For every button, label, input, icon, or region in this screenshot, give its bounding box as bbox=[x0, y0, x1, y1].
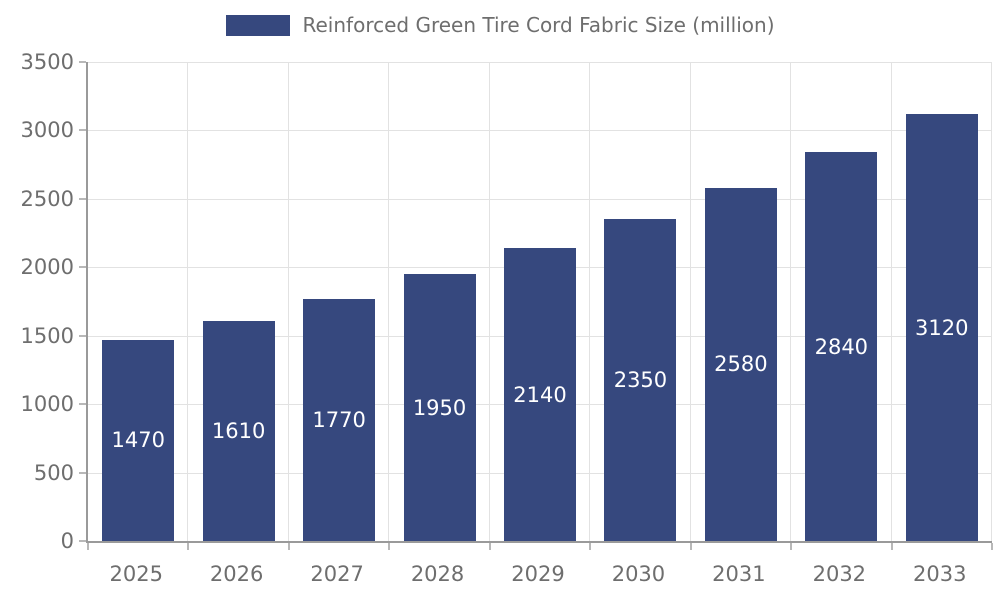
bar-2029[interactable]: 2140 bbox=[504, 248, 576, 541]
v-gridline bbox=[488, 62, 490, 541]
x-axis-tick-label: 2030 bbox=[611, 562, 666, 586]
v-gridline bbox=[790, 62, 792, 541]
plot-area: 1470 1610 1770 1950 2140 2350 2580 2840 3120 bbox=[79, 61, 993, 550]
x-tick-mark bbox=[287, 543, 290, 550]
y-axis-tick-label: 1000 bbox=[20, 392, 74, 417]
bar-value-label: 2140 bbox=[513, 382, 567, 407]
bar-value-label: 1770 bbox=[312, 407, 366, 432]
bar-2028[interactable]: 1950 bbox=[403, 274, 476, 541]
y-axis-tick-label: 3500 bbox=[20, 50, 74, 74]
bar-2025[interactable]: 1470 bbox=[102, 339, 175, 541]
v-gridline bbox=[589, 62, 591, 541]
v-gridline bbox=[890, 62, 892, 541]
y-tick-mark bbox=[79, 334, 86, 337]
v-gridline bbox=[187, 62, 189, 541]
h-gridline bbox=[88, 130, 992, 132]
bar-2032[interactable]: 2840 bbox=[805, 152, 878, 541]
x-tick-mark bbox=[790, 543, 793, 550]
x-axis-tick-label: 2028 bbox=[410, 562, 465, 586]
y-tick-mark bbox=[79, 266, 86, 269]
x-tick-mark bbox=[689, 543, 692, 550]
x-tick-mark bbox=[488, 543, 491, 550]
bar-value-label: 1470 bbox=[111, 428, 165, 453]
h-gridline bbox=[88, 198, 992, 200]
bar-2027[interactable]: 1770 bbox=[303, 298, 376, 541]
bar-value-label: 2840 bbox=[814, 334, 869, 359]
x-axis-tick-label: 2031 bbox=[712, 562, 766, 586]
x-axis-tick-label: 2033 bbox=[913, 562, 967, 586]
bar-value-label: 1950 bbox=[412, 395, 467, 420]
v-gridline bbox=[689, 62, 691, 541]
y-tick-mark bbox=[79, 61, 86, 63]
y-axis-tick-label: 2500 bbox=[20, 186, 74, 211]
bar-2033[interactable]: 3120 bbox=[905, 114, 978, 541]
bar-2031[interactable]: 2580 bbox=[704, 187, 777, 541]
x-tick-mark bbox=[589, 543, 592, 550]
x-tick-mark bbox=[87, 543, 89, 550]
legend-item[interactable]: Reinforced Green Tire Cord Fabric Size (… bbox=[0, 13, 1000, 37]
y-axis-tick-label: 2000 bbox=[20, 255, 74, 280]
bar-value-label: 3120 bbox=[915, 315, 969, 340]
v-gridline bbox=[991, 62, 992, 541]
x-axis-tick-label: 2026 bbox=[209, 562, 264, 586]
legend-swatch bbox=[225, 14, 290, 36]
y-axis-tick-label: 500 bbox=[33, 460, 74, 485]
y-axis-tick-label: 3000 bbox=[20, 118, 74, 143]
x-tick-mark bbox=[890, 543, 893, 550]
x-tick-mark bbox=[388, 543, 391, 550]
y-axis-tick-label: 1500 bbox=[20, 323, 74, 348]
y-tick-mark bbox=[79, 197, 86, 200]
x-tick-mark bbox=[187, 543, 190, 550]
x-axis-tick-label: 2025 bbox=[109, 562, 163, 586]
y-axis-tick-label: 0 bbox=[60, 529, 74, 553]
v-gridline bbox=[287, 62, 289, 541]
h-gridline bbox=[88, 62, 992, 63]
x-axis-tick-label: 2032 bbox=[812, 562, 867, 586]
bar-value-label: 1610 bbox=[211, 418, 266, 443]
bar-2026[interactable]: 1610 bbox=[202, 320, 275, 541]
bar-value-label: 2580 bbox=[714, 352, 768, 377]
x-axis-tick-label: 2027 bbox=[310, 562, 364, 586]
v-gridline bbox=[388, 62, 390, 541]
bar-value-label: 2350 bbox=[613, 368, 668, 393]
x-axis-tick-label: 2029 bbox=[511, 562, 565, 586]
y-tick-mark bbox=[79, 403, 86, 406]
x-tick-mark bbox=[991, 543, 993, 550]
y-tick-mark bbox=[79, 540, 86, 542]
y-tick-mark bbox=[79, 129, 86, 132]
y-tick-mark bbox=[79, 471, 86, 474]
bar-2030[interactable]: 2350 bbox=[604, 219, 677, 541]
legend-label: Reinforced Green Tire Cord Fabric Size (… bbox=[302, 13, 775, 37]
